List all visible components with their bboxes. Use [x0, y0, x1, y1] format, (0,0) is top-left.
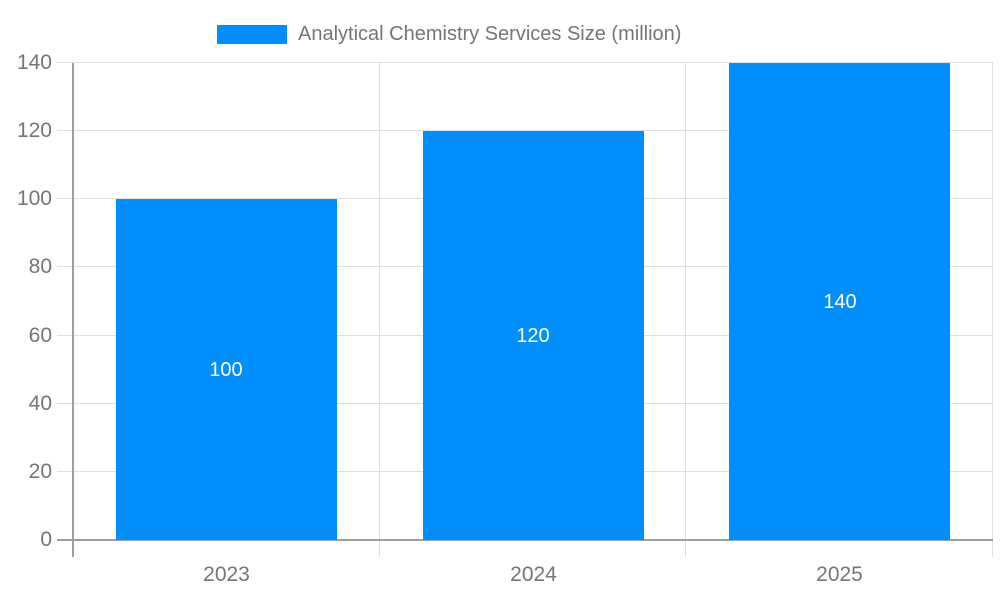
bar-value-label-2025: 140	[823, 291, 857, 313]
bar-2025[interactable]	[729, 63, 950, 540]
y-axis-line	[72, 63, 74, 557]
y-axis-tick-label: 20	[28, 459, 52, 483]
y-axis-tick-label: 80	[28, 255, 52, 279]
y-axis-tick-label: 140	[16, 51, 52, 74]
y-axis-tick-label: 40	[28, 391, 52, 415]
x-axis-tick-label-2023: 2023	[203, 563, 250, 586]
bar-value-label-2024: 120	[516, 325, 550, 347]
legend-swatch-icon	[217, 25, 287, 44]
x-axis-tick-label-2025: 2025	[816, 563, 863, 586]
gridline-y-120	[57, 130, 993, 132]
gridline-x-2	[685, 63, 687, 557]
bar-2023[interactable]	[116, 199, 337, 540]
y-axis-tick-label: 0	[40, 528, 52, 551]
bar-2024[interactable]	[423, 131, 644, 540]
x-axis-line	[57, 539, 993, 541]
bar-value-label-2023: 100	[209, 359, 243, 381]
x-axis-tick-label-2024: 2024	[510, 563, 557, 586]
legend-label: Analytical Chemistry Services Size (mill…	[298, 23, 682, 45]
legend[interactable]: Analytical Chemistry Services Size (mill…	[217, 23, 681, 46]
y-axis-tick-label: 120	[16, 119, 52, 143]
y-axis-tick-label: 100	[16, 187, 52, 211]
gridline-x-1	[378, 63, 380, 557]
y-axis-tick-label: 60	[28, 323, 52, 347]
gridline-y-140	[57, 62, 993, 63]
gridline-x-3	[992, 63, 993, 557]
